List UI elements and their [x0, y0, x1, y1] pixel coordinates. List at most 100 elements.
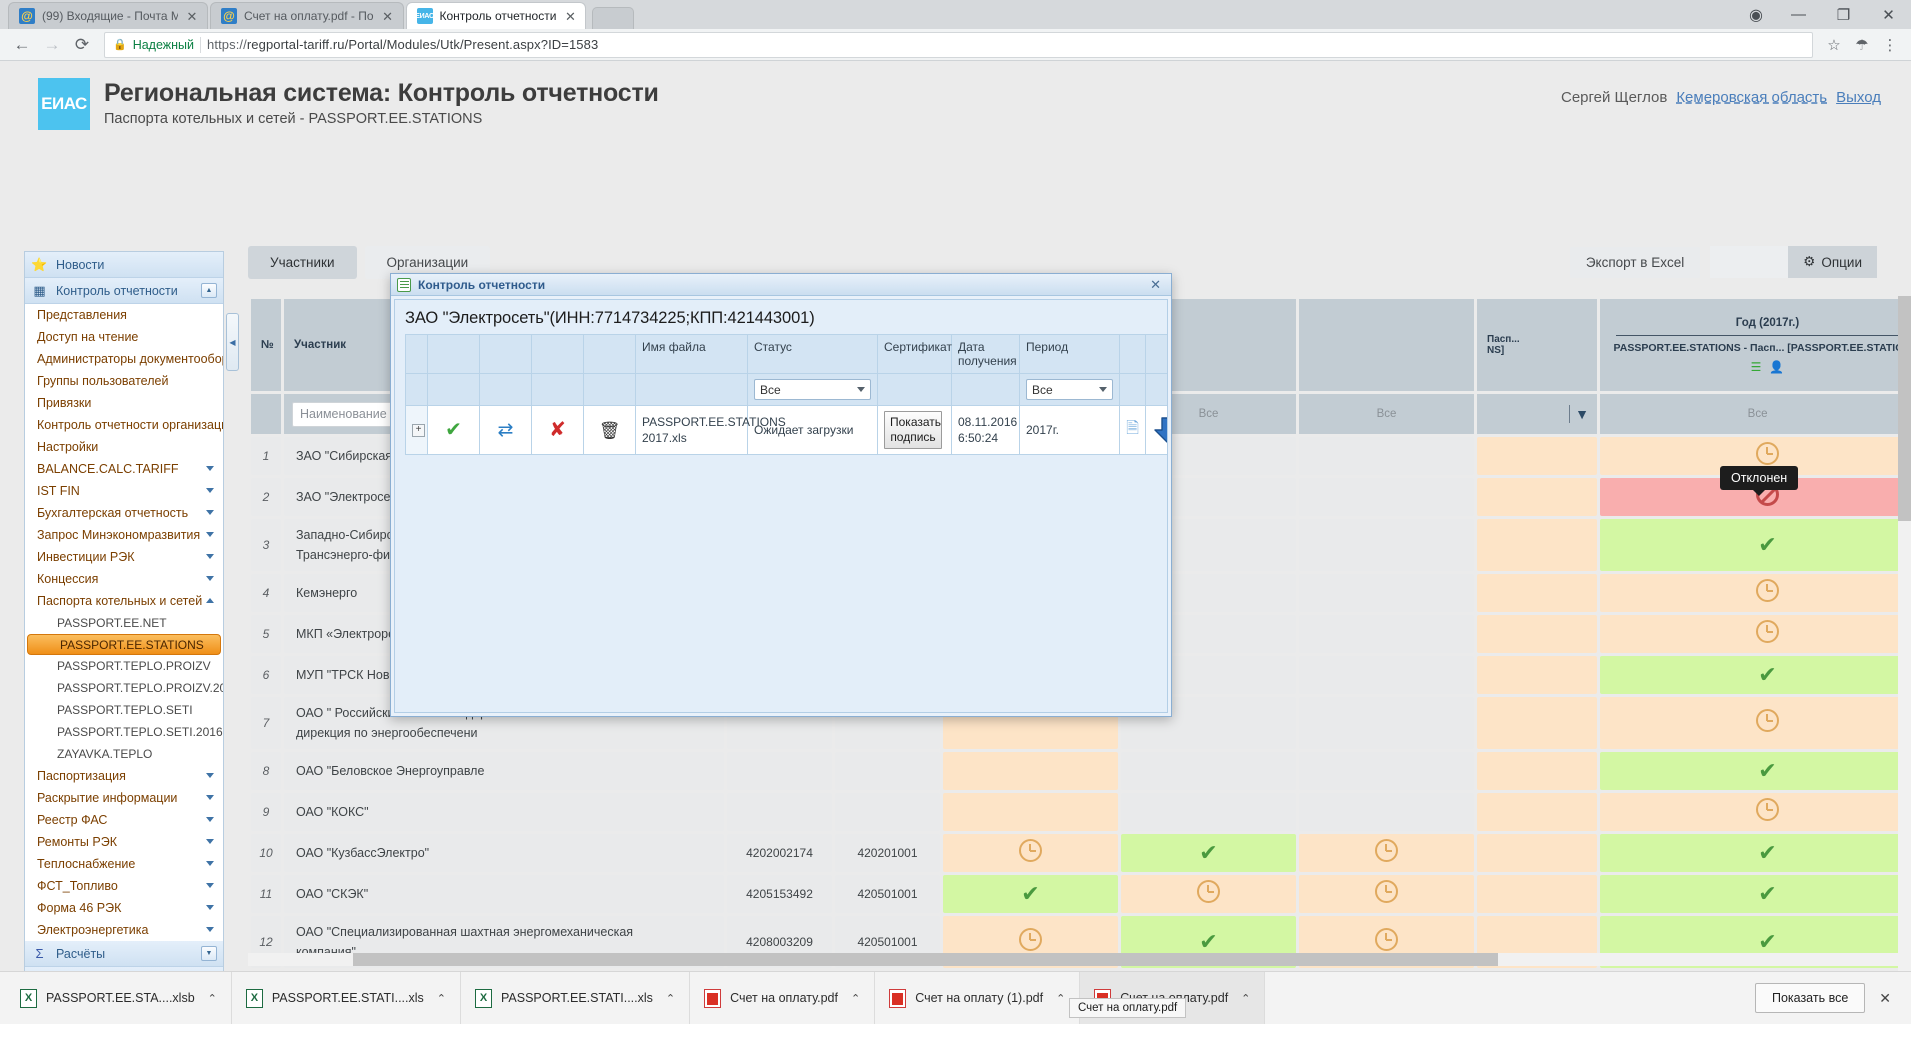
- download-item-1[interactable]: PASSPORT.EE.STATI....xls ⌃: [232, 971, 461, 1024]
- row-expander-cell[interactable]: +: [405, 405, 428, 455]
- sidebar-item-raskrytie-informacii[interactable]: Раскрытие информации: [25, 787, 223, 809]
- row-reject-cell[interactable]: ✘: [531, 405, 584, 455]
- row-status-1[interactable]: ✔: [943, 875, 1118, 913]
- sidebar-item-ist-fin[interactable]: IST FIN: [25, 480, 223, 502]
- row-status-year[interactable]: [1600, 697, 1899, 749]
- sidebar-item-zapros-minek[interactable]: Запрос Минэкономразвития: [25, 524, 223, 546]
- sidebar-subitem-passport-teplo-proizv[interactable]: PASSPORT.TEPLO.PROIZV: [25, 655, 223, 677]
- user-icon[interactable]: 👤: [1769, 359, 1785, 374]
- expand-toggle-icon[interactable]: ▼: [201, 946, 217, 961]
- row-status-3[interactable]: [1299, 656, 1474, 694]
- refresh-icon[interactable]: ⇄: [497, 419, 514, 441]
- sidebar-item-reestr-fas[interactable]: Реестр ФАС: [25, 809, 223, 831]
- row-status-3[interactable]: [1299, 519, 1474, 571]
- sidebar-item-nastroyki[interactable]: Настройки: [25, 436, 223, 458]
- row-status-2[interactable]: ✔: [1121, 834, 1296, 872]
- vertical-scrollbar-thumb[interactable]: [1898, 296, 1911, 521]
- row-status-1[interactable]: [943, 752, 1118, 790]
- options-button[interactable]: ⚙ Опции: [1788, 246, 1877, 278]
- export-excel-button[interactable]: Экспорт в Excel: [1569, 246, 1701, 278]
- sidebar-item-buhgalterskaya[interactable]: Бухгалтерская отчетность: [25, 502, 223, 524]
- reject-icon[interactable]: ✘: [549, 419, 566, 441]
- row-status-partial[interactable]: [1477, 574, 1597, 612]
- row-status-year[interactable]: [1600, 793, 1899, 831]
- row-status-partial[interactable]: [1477, 875, 1597, 913]
- row-status-3[interactable]: [1299, 437, 1474, 475]
- maximize-icon[interactable]: ❐: [1836, 6, 1851, 24]
- status-filter-select[interactable]: Все: [754, 379, 871, 400]
- chrome-menu-icon[interactable]: ⋮: [1882, 36, 1898, 54]
- table-row[interactable]: 8 ОАО "Беловское Энергоуправле ✔: [251, 752, 1899, 790]
- vertical-scrollbar[interactable]: [1898, 296, 1911, 1024]
- sidebar-item-pasportizaciya[interactable]: Паспортизация: [25, 765, 223, 787]
- download-item-2[interactable]: PASSPORT.EE.STATI....xls ⌃: [461, 971, 691, 1024]
- sidebar-subitem-passport-teplo-seti[interactable]: PASSPORT.TEPLO.SETI: [25, 699, 223, 721]
- sidebar-item-kontrol-organizaciy[interactable]: Контроль отчетности организаций: [25, 414, 223, 436]
- row-status-partial[interactable]: [1477, 793, 1597, 831]
- period-filter-select[interactable]: Все: [1026, 379, 1113, 400]
- row-status-2[interactable]: [1121, 752, 1296, 790]
- tab-uchastniki[interactable]: Участники: [248, 246, 357, 279]
- delete-icon[interactable]: 🗑: [598, 420, 621, 440]
- row-refresh-cell[interactable]: ⇄: [479, 405, 532, 455]
- row-status-3[interactable]: [1299, 478, 1474, 516]
- row-status-partial[interactable]: [1477, 519, 1597, 571]
- sidebar-group-news[interactable]: ⭐ Новости: [25, 252, 223, 278]
- row-status-year[interactable]: ✔: [1600, 519, 1899, 571]
- row-status-partial[interactable]: [1477, 437, 1597, 475]
- row-status-3[interactable]: [1299, 752, 1474, 790]
- row-download-cell[interactable]: [1145, 405, 1168, 455]
- horizontal-scrollbar[interactable]: [248, 953, 1898, 966]
- list-icon[interactable]: ☰: [1750, 359, 1762, 374]
- sidebar-item-koncessiya[interactable]: Концессия: [25, 568, 223, 590]
- download-item-0[interactable]: PASSPORT.EE.STA....xlsb ⌃: [6, 971, 232, 1024]
- chevron-up-icon[interactable]: ⌃: [665, 992, 676, 1005]
- row-status-year[interactable]: ✔: [1600, 834, 1899, 872]
- download-arrow-icon[interactable]: [1152, 416, 1168, 444]
- row-status-year[interactable]: ✔: [1600, 752, 1899, 790]
- sidebar-item-dostup-na-chtenie[interactable]: Доступ на чтение: [25, 326, 223, 348]
- close-icon[interactable]: ✕: [564, 8, 576, 24]
- sidebar-item-forma-46-rek[interactable]: Форма 46 РЭК: [25, 897, 223, 919]
- sidebar-item-predstavleniya[interactable]: Представления: [25, 304, 223, 326]
- download-item-4[interactable]: Счет на оплату (1).pdf ⌃: [875, 971, 1081, 1024]
- dialog-titlebar[interactable]: Контроль отчетности ✕: [391, 274, 1171, 296]
- row-status-3[interactable]: [1299, 574, 1474, 612]
- region-link[interactable]: Кемеровская область: [1676, 89, 1828, 106]
- table-row[interactable]: 9 ОАО "КОКС": [251, 793, 1899, 831]
- row-file-cell[interactable]: 🗎: [1119, 405, 1146, 455]
- collapse-toggle-icon[interactable]: ▲: [201, 283, 217, 298]
- row-status-3[interactable]: [1299, 793, 1474, 831]
- row-status-3[interactable]: [1299, 875, 1474, 913]
- chevron-up-icon[interactable]: ⌃: [1056, 992, 1066, 1005]
- row-status-year[interactable]: ✔: [1600, 656, 1899, 694]
- row-status-1[interactable]: [943, 793, 1118, 831]
- sidebar-item-elektroenergetika[interactable]: Электроэнергетика: [25, 919, 223, 941]
- download-item-3[interactable]: Счет на оплату.pdf ⌃: [690, 971, 876, 1024]
- sidebar-subitem-zayavka-teplo[interactable]: ZAYAVKA.TEPLO: [25, 743, 223, 765]
- sidebar-item-balance-calc-tariff[interactable]: BALANCE.CALC.TARIFF: [25, 458, 223, 480]
- sidebar-subitem-passport-ee-net[interactable]: PASSPORT.EE.NET: [25, 612, 223, 634]
- logout-link[interactable]: Выход: [1836, 89, 1881, 106]
- chevron-up-icon[interactable]: ⌃: [1241, 992, 1251, 1005]
- sidebar-item-teplosnabzhenie[interactable]: Теплоснабжение: [25, 853, 223, 875]
- sidebar-subitem-passport-ee-stations[interactable]: PASSPORT.EE.STATIONS: [27, 634, 221, 655]
- minimize-icon[interactable]: —: [1791, 6, 1806, 23]
- sidebar-item-gruppy-polzovateley[interactable]: Группы пользователей: [25, 370, 223, 392]
- row-status-year[interactable]: ✔: [1600, 875, 1899, 913]
- row-status-1[interactable]: [943, 834, 1118, 872]
- row-status-2[interactable]: [1121, 793, 1296, 831]
- chevron-up-icon[interactable]: ⌃: [436, 992, 446, 1005]
- row-approve-cell[interactable]: ✔: [427, 405, 480, 455]
- close-icon[interactable]: ✕: [186, 8, 198, 24]
- row-status-partial[interactable]: [1477, 752, 1597, 790]
- dialog-row[interactable]: + ✔ ⇄ ✘ 🗑 PASS: [405, 405, 1168, 455]
- sidebar-item-pasporta-kotelnyh[interactable]: Паспорта котельных и сетей: [25, 590, 223, 612]
- chevron-up-icon[interactable]: ⌃: [850, 992, 861, 1005]
- close-icon[interactable]: ✕: [382, 8, 393, 24]
- sidebar-subitem-passport-teplo-proizv-2016[interactable]: PASSPORT.TEPLO.PROIZV.2016: [25, 677, 223, 699]
- browser-tab-1[interactable]: Счет на оплату.pdf - По ✕: [210, 2, 404, 29]
- sidebar-item-administratory[interactable]: Администраторы документооборс: [25, 348, 223, 370]
- sidebar-group-control[interactable]: ▦ Контроль отчетности ▲: [25, 278, 223, 304]
- row-status-partial[interactable]: [1477, 834, 1597, 872]
